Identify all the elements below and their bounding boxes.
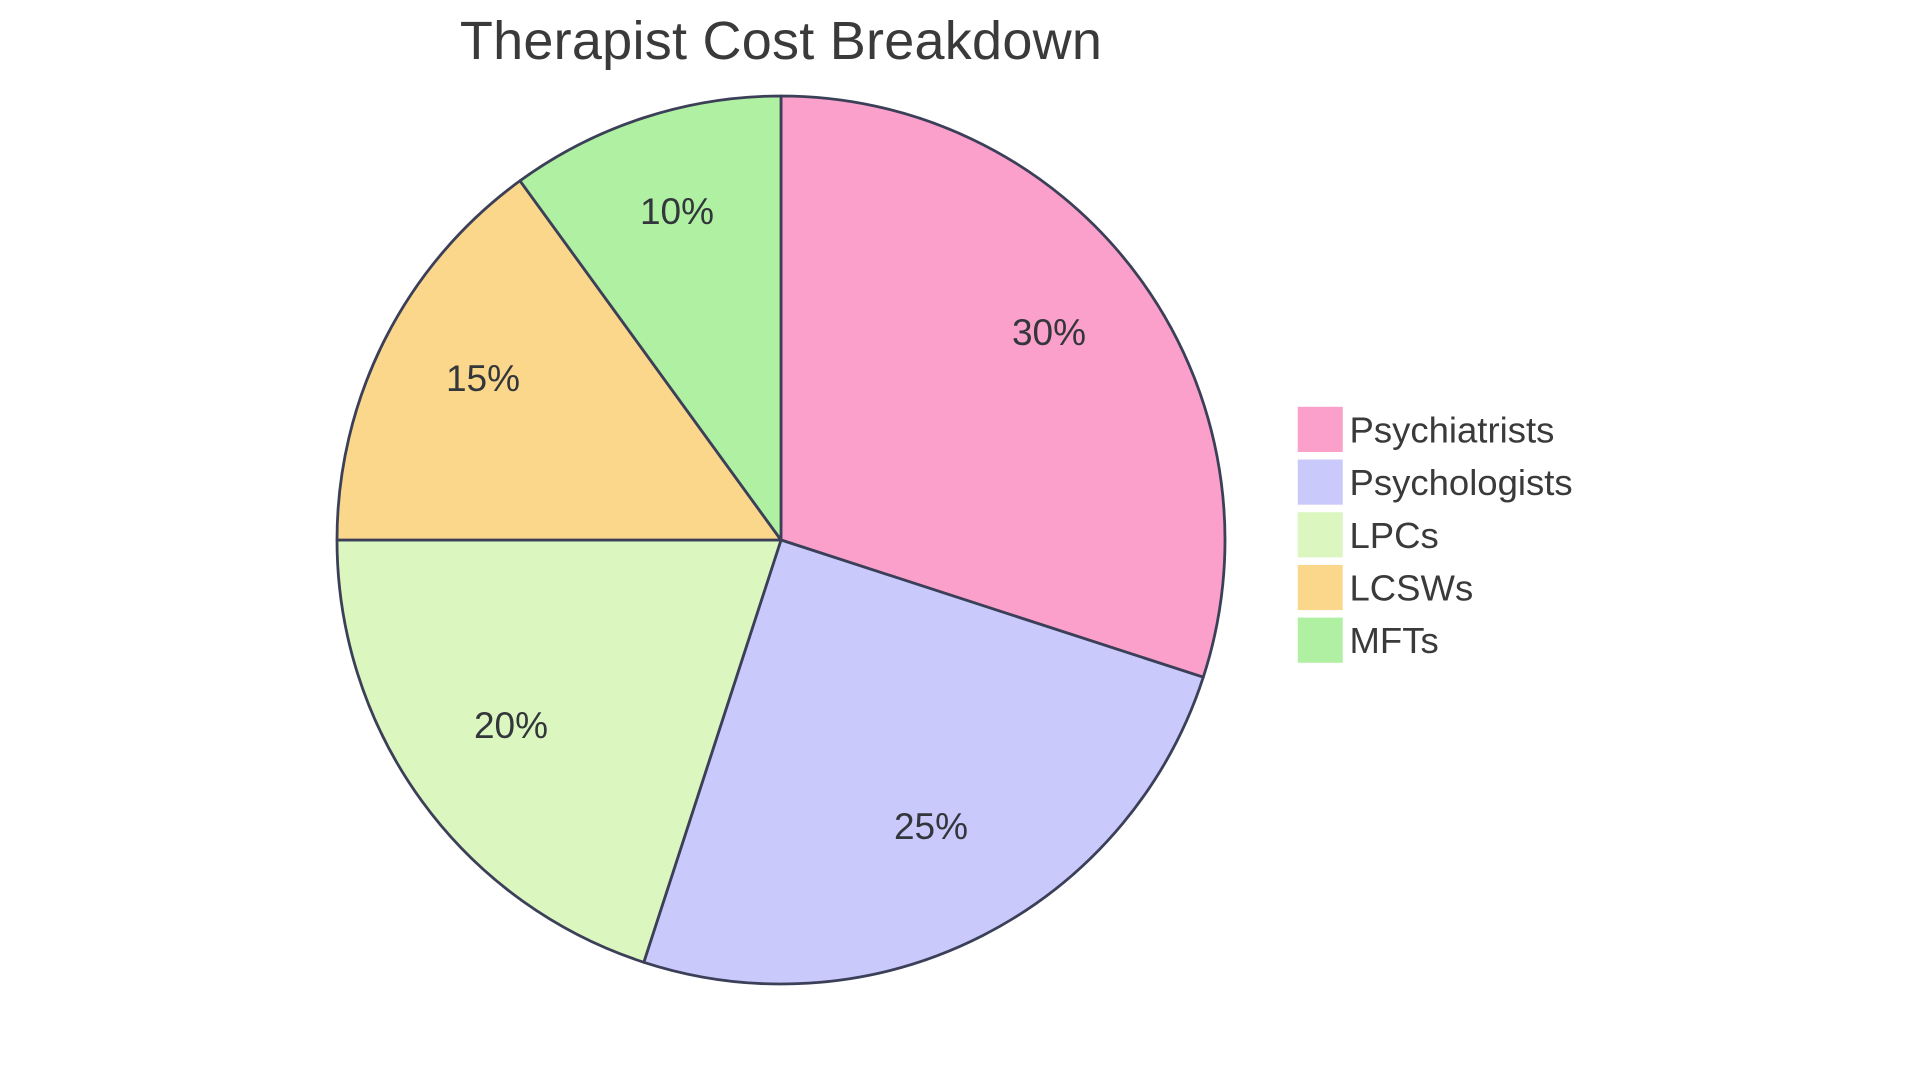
svg-text:20%: 20% — [474, 705, 548, 746]
svg-text:30%: 30% — [1012, 312, 1086, 353]
svg-text:MFTs: MFTs — [1350, 620, 1439, 661]
svg-text:Psychiatrists: Psychiatrists — [1350, 409, 1555, 450]
svg-text:LPCs: LPCs — [1350, 515, 1439, 556]
svg-text:Therapist Cost Breakdown: Therapist Cost Breakdown — [460, 11, 1102, 71]
svg-text:10%: 10% — [640, 191, 714, 232]
svg-text:Psychologists: Psychologists — [1350, 462, 1573, 503]
svg-text:25%: 25% — [894, 806, 968, 847]
svg-text:LCSWs: LCSWs — [1350, 568, 1474, 609]
svg-text:15%: 15% — [446, 358, 520, 399]
